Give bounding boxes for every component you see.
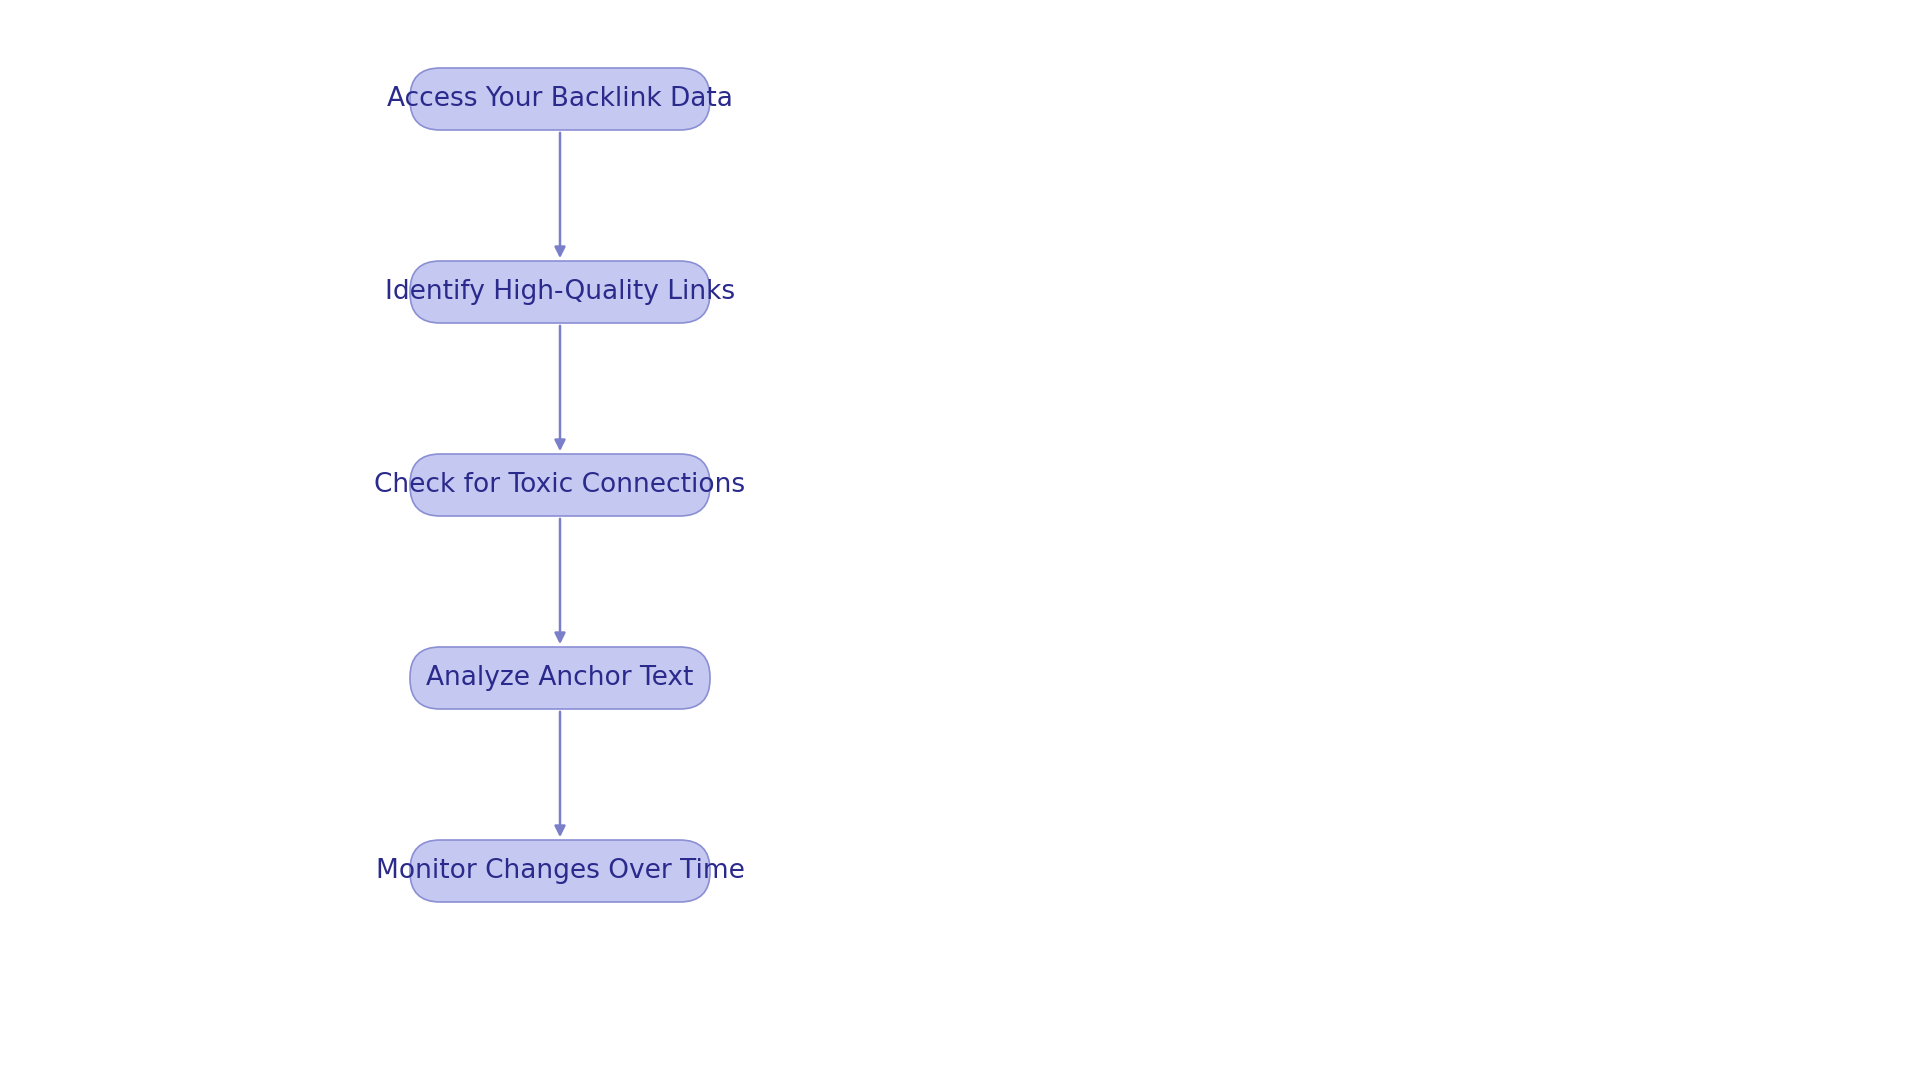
Text: Analyze Anchor Text: Analyze Anchor Text [426,665,693,691]
Text: Identify High-Quality Links: Identify High-Quality Links [384,279,735,305]
FancyBboxPatch shape [411,68,710,130]
FancyBboxPatch shape [411,261,710,323]
Text: Monitor Changes Over Time: Monitor Changes Over Time [376,858,745,884]
FancyBboxPatch shape [411,647,710,709]
Text: Access Your Backlink Data: Access Your Backlink Data [388,86,733,112]
FancyBboxPatch shape [411,840,710,902]
FancyBboxPatch shape [411,454,710,516]
Text: Check for Toxic Connections: Check for Toxic Connections [374,472,745,498]
